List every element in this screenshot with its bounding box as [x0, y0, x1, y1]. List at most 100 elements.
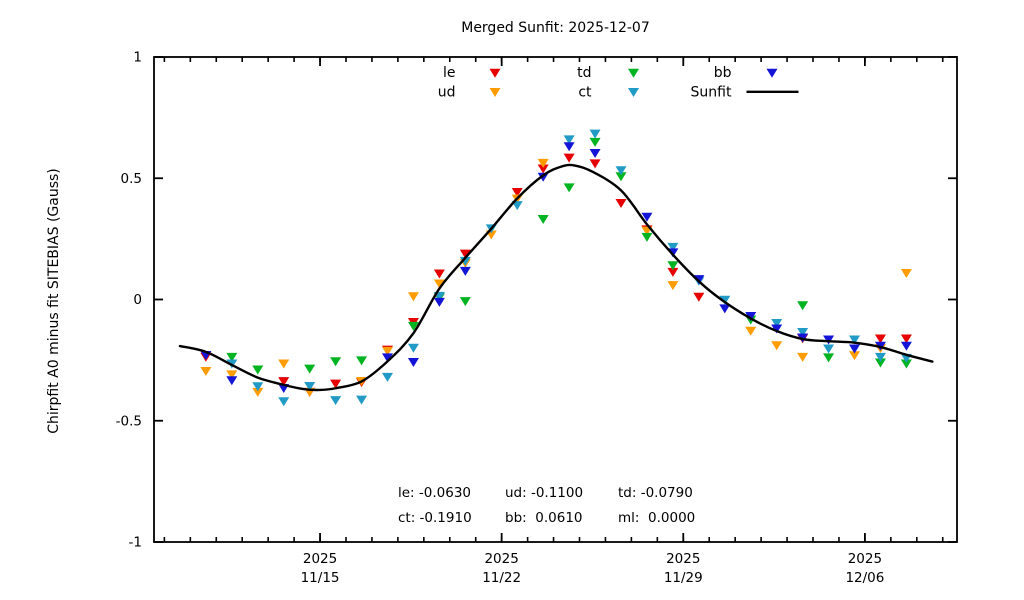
y-tick-label: 0.5 — [121, 171, 142, 187]
ct-marker — [849, 335, 861, 345]
td-marker — [563, 183, 575, 193]
ct-marker — [771, 318, 783, 328]
x-tick-label-year: 2025 — [848, 551, 882, 567]
le-marker — [563, 153, 575, 163]
legend-marker-td — [628, 68, 639, 78]
le-marker — [589, 159, 601, 169]
bb-marker — [459, 266, 471, 276]
td-marker — [667, 261, 679, 271]
legend-marker-ud — [489, 88, 501, 97]
le-marker — [874, 334, 886, 344]
le-marker — [693, 292, 705, 302]
ud-marker — [900, 269, 912, 279]
ud-marker — [797, 352, 809, 362]
ud-marker — [200, 366, 212, 376]
td-marker — [823, 353, 835, 363]
le-marker — [667, 267, 679, 277]
bb-marker — [433, 297, 445, 307]
legend-label-ud: ud — [438, 84, 456, 100]
bb-marker — [719, 304, 731, 314]
td-marker — [537, 214, 549, 224]
ud-marker — [745, 326, 757, 336]
td-marker — [641, 232, 653, 242]
ud-marker — [433, 279, 445, 289]
ct-marker — [874, 352, 886, 362]
ct-marker — [278, 397, 290, 407]
chart-title: Merged Sunfit: 2025-12-07 — [461, 20, 650, 36]
ud-marker — [226, 370, 238, 380]
ud-marker — [407, 292, 419, 302]
le-marker — [511, 188, 523, 198]
ud-marker — [849, 351, 861, 361]
legend-label-Sunfit: Sunfit — [691, 84, 732, 100]
bb-marker — [823, 335, 835, 345]
x-tick-label-year: 2025 — [303, 551, 337, 567]
x-tick-label-year: 2025 — [666, 551, 700, 567]
bb-marker — [537, 172, 549, 182]
ud-marker — [278, 359, 290, 369]
td-marker — [797, 301, 809, 311]
bb-marker — [226, 376, 238, 386]
bb-marker — [382, 353, 394, 363]
ud-marker — [382, 346, 394, 356]
le-marker — [900, 334, 912, 344]
ct-marker — [797, 327, 809, 337]
sunfit-line — [178, 163, 934, 392]
ud-marker — [771, 341, 783, 351]
x-tick-label-date: 12/06 — [845, 570, 884, 586]
y-tick-label: -0.5 — [116, 413, 142, 429]
legend-label-le: le — [443, 65, 456, 81]
ct-marker — [304, 382, 316, 392]
le-marker — [459, 249, 471, 259]
fit-stat-value: td: -0.0790 — [618, 485, 693, 501]
x-tick-label-date: 11/22 — [482, 570, 521, 586]
td-marker — [874, 358, 886, 368]
x-tick-label-year: 2025 — [484, 551, 518, 567]
td-marker — [589, 137, 601, 147]
ct-marker — [615, 166, 627, 176]
td-marker — [615, 172, 627, 182]
legend-label-ct: ct — [578, 84, 592, 100]
td-marker — [459, 297, 471, 307]
bb-marker — [563, 142, 575, 152]
bb-marker — [849, 344, 861, 354]
ct-marker — [563, 135, 575, 145]
td-marker — [252, 365, 264, 375]
fit-stat-value: bb: 0.0610 — [505, 510, 583, 526]
le-marker — [330, 379, 342, 389]
y-tick-label: 0 — [133, 292, 142, 308]
ud-marker — [667, 281, 679, 291]
ct-marker — [252, 382, 264, 392]
plot-border — [153, 56, 958, 543]
bb-marker — [407, 358, 419, 368]
ud-marker — [252, 387, 264, 397]
td-marker — [304, 364, 316, 374]
fit-stat-value: ud: -0.1100 — [505, 485, 583, 501]
ct-marker — [330, 396, 342, 406]
le-marker — [433, 269, 445, 279]
ud-marker — [537, 158, 549, 168]
td-marker — [356, 356, 368, 366]
bb-marker — [589, 148, 601, 158]
td-marker — [900, 359, 912, 369]
td-marker — [407, 321, 419, 331]
ct-marker — [407, 343, 419, 353]
y-tick-label: 1 — [133, 50, 142, 66]
fit-stat-value: le: -0.0630 — [398, 485, 471, 501]
bb-marker — [641, 212, 653, 222]
fit-stat-value: ml: 0.0000 — [618, 510, 695, 526]
le-marker — [278, 377, 290, 387]
le-marker — [615, 198, 627, 208]
legend-marker-le — [489, 68, 501, 78]
legend-label-td: td — [577, 65, 591, 81]
ct-marker — [511, 201, 523, 211]
legend-label-bb: bb — [714, 65, 732, 81]
ct-marker — [823, 344, 835, 354]
ct-marker — [667, 242, 679, 252]
fit-stat-value: ct: -0.1910 — [398, 510, 472, 526]
td-marker — [226, 352, 238, 362]
le-marker — [537, 164, 549, 174]
x-tick-label-date: 11/15 — [301, 570, 340, 586]
